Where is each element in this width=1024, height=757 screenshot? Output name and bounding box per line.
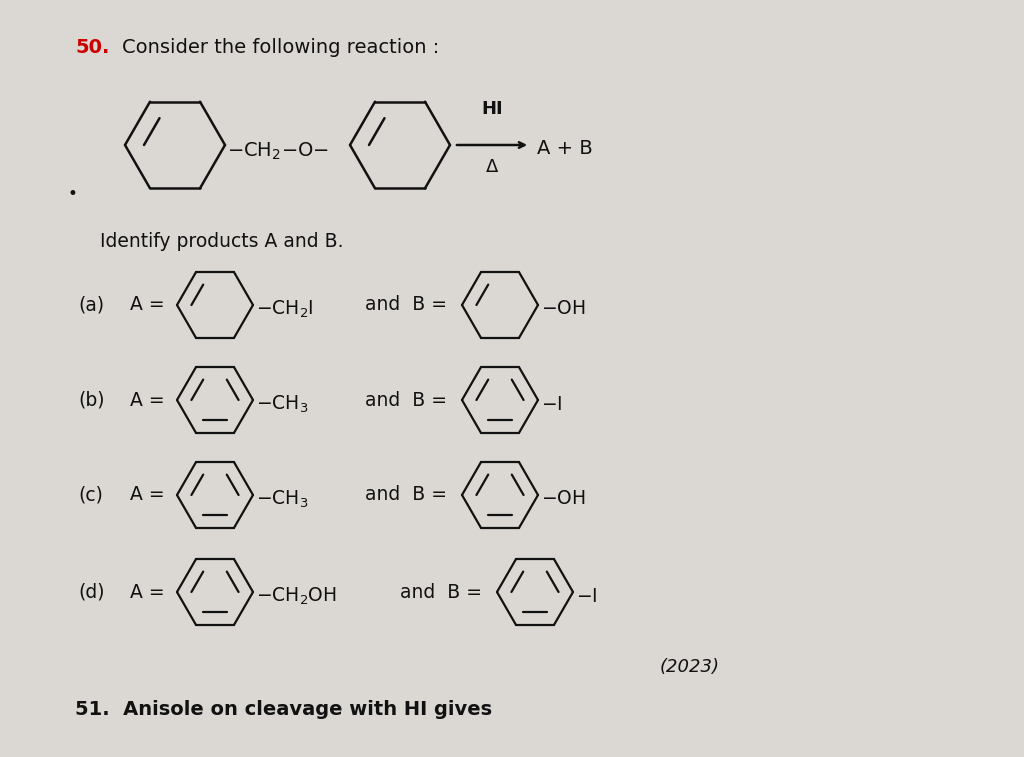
Text: $-$CH$_3$: $-$CH$_3$ (256, 488, 308, 509)
Text: Consider the following reaction :: Consider the following reaction : (122, 38, 439, 57)
Text: Identify products A and B.: Identify products A and B. (100, 232, 343, 251)
Text: $-$CH$_2$I: $-$CH$_2$I (256, 298, 313, 319)
Text: HI: HI (481, 100, 503, 118)
Text: A =: A = (130, 485, 165, 504)
Text: 50.: 50. (75, 38, 110, 57)
Text: A + B: A + B (537, 139, 593, 157)
Text: (c): (c) (78, 485, 102, 504)
Text: and  B =: and B = (365, 295, 447, 314)
Text: A =: A = (130, 391, 165, 410)
Text: (a): (a) (78, 295, 104, 314)
Text: $-$CH$_2$OH: $-$CH$_2$OH (256, 585, 337, 606)
Text: (2023): (2023) (660, 658, 720, 676)
Text: $-$OH: $-$OH (541, 490, 586, 509)
Text: $-$OH: $-$OH (541, 300, 586, 319)
Text: (b): (b) (78, 391, 104, 410)
Text: and  B =: and B = (400, 582, 482, 602)
Text: $-$I: $-$I (575, 587, 597, 606)
Text: $-$CH$_2$$-$O$-$: $-$CH$_2$$-$O$-$ (227, 140, 329, 162)
Text: 51.  Anisole on cleavage with HI gives: 51. Anisole on cleavage with HI gives (75, 700, 493, 719)
Text: $\Delta$: $\Delta$ (485, 158, 499, 176)
Text: $-$CH$_3$: $-$CH$_3$ (256, 394, 308, 415)
Text: (d): (d) (78, 582, 104, 602)
Text: and  B =: and B = (365, 485, 447, 504)
Text: and  B =: and B = (365, 391, 447, 410)
Text: •: • (68, 185, 78, 203)
Text: $-$I: $-$I (541, 394, 562, 413)
Text: A =: A = (130, 295, 165, 314)
Text: A =: A = (130, 582, 165, 602)
